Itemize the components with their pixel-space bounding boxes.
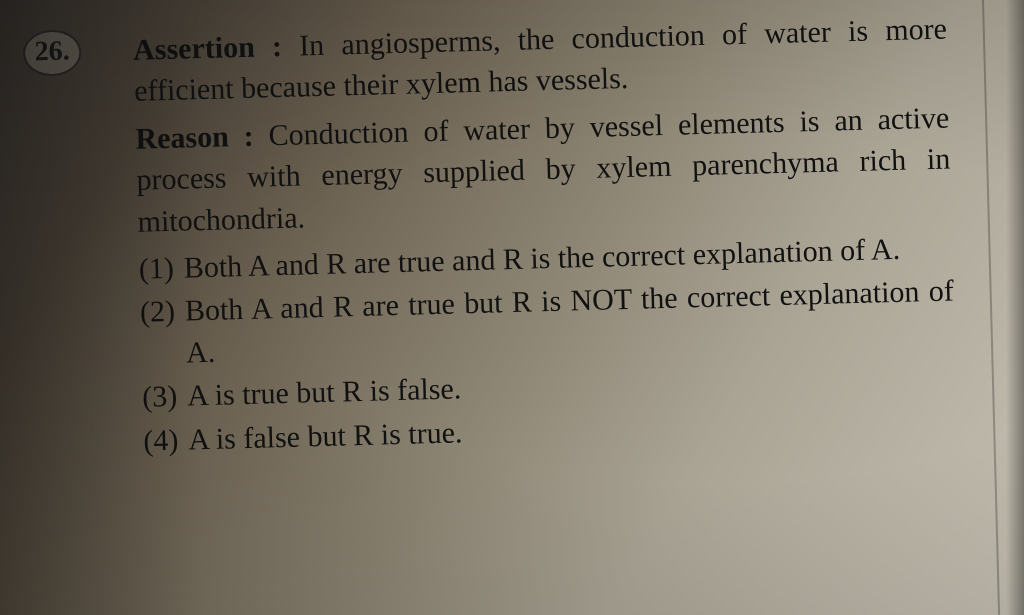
question-body: Assertion : In angiosperms, the conducti… [133, 9, 958, 462]
question-number: 26. [23, 29, 82, 77]
question-block: 26. Assertion : In angiosperms, the cond… [0, 0, 1024, 615]
assertion-paragraph: Assertion : In angiosperms, the conducti… [133, 9, 949, 113]
question-number-wrap: 26. [23, 29, 82, 77]
reason-paragraph: Reason : Conduction of water by vessel e… [135, 97, 952, 242]
page-right-shadow [1006, 0, 1024, 615]
reason-text: Conduction of water by vessel elements i… [136, 101, 951, 238]
option-number: (3) [142, 376, 178, 418]
options-list: (1) Both A and R are true and R is the c… [138, 227, 957, 461]
option-number: (4) [143, 419, 179, 461]
assertion-label: Assertion : [133, 30, 283, 67]
reason-label: Reason : [135, 119, 254, 155]
option-number: (1) [138, 248, 174, 290]
option-number: (2) [139, 291, 175, 333]
